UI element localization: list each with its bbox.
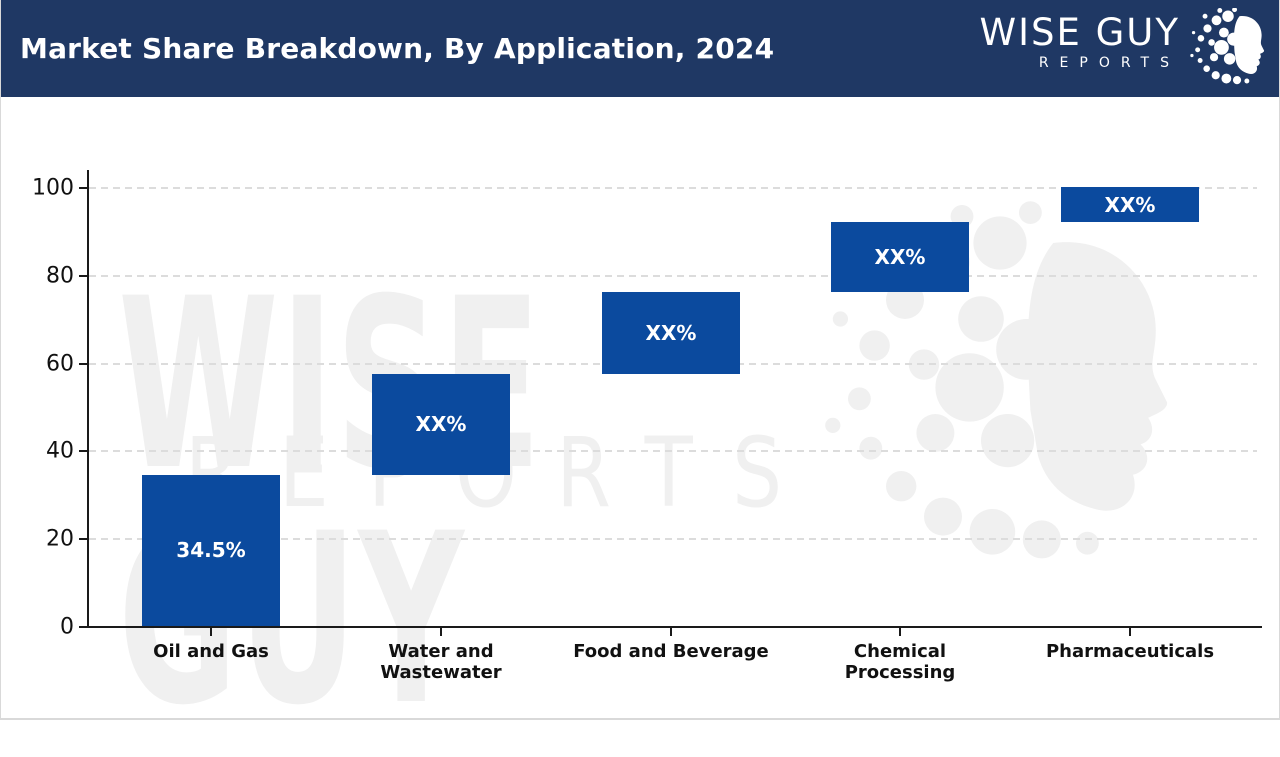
y-tick-20: [79, 538, 87, 541]
bar-value-label: 34.5%: [176, 538, 246, 563]
x-tick: [440, 628, 442, 636]
waterfall-chart: 0 20 40 60 80 100 34.5% Oil and Gas XX% Water and…: [32, 170, 1262, 683]
y-tick-0: [79, 626, 87, 628]
bar-food-and-beverage: XX%: [602, 292, 740, 374]
x-tick: [210, 628, 212, 636]
gridline-20: [89, 538, 1257, 541]
logo-wordmark: WISE GUY: [979, 11, 1180, 54]
y-tick-label-80: 80: [46, 263, 74, 289]
bar-value-label: XX%: [415, 412, 467, 437]
head-profile-dots-icon: [1190, 8, 1265, 85]
y-tick-label-0: 0: [60, 614, 74, 640]
category-label-water-and-wastewater: Water and Wastewater: [380, 641, 502, 683]
bar-oil-and-gas: 34.5%: [142, 474, 280, 626]
bar-value-label: XX%: [874, 245, 926, 270]
x-tick: [899, 628, 901, 636]
y-tick-label-20: 20: [46, 526, 74, 552]
category-label-pharmaceuticals: Pharmaceuticals: [1045, 641, 1215, 662]
bar-water-and-wastewater: XX%: [372, 373, 510, 475]
gridline-80: [89, 274, 1257, 277]
y-tick-80: [79, 274, 87, 277]
y-tick-60: [79, 362, 87, 365]
category-label-oil-and-gas: Oil and Gas: [153, 641, 269, 662]
x-tick: [670, 628, 672, 636]
wise-guy-logo: WISE GUY REPORTS: [979, 11, 1180, 71]
logo-subtitle: REPORTS: [1038, 54, 1180, 71]
category-label-food-and-beverage: Food and Beverage: [573, 641, 769, 662]
gridline-40: [89, 450, 1257, 453]
gridline-100: [89, 187, 1257, 189]
bar-pharmaceuticals: XX%: [1061, 187, 1199, 223]
bar-chemical-processing: XX%: [831, 222, 969, 293]
bar-value-label: XX%: [1104, 192, 1156, 217]
bar-value-label: XX%: [645, 320, 697, 345]
y-tick-40: [79, 450, 87, 453]
category-label-chemical-processing: Chemical Processing: [844, 641, 956, 683]
x-axis-line: [87, 626, 1262, 628]
header-bar: Market Share Breakdown, By Application, …: [0, 0, 1280, 97]
y-tick-label-60: 60: [46, 351, 74, 377]
y-tick-label-100: 100: [32, 175, 74, 201]
y-tick-label-40: 40: [46, 438, 74, 464]
y-tick-100: [79, 187, 87, 189]
chart-title: Market Share Breakdown, By Application, …: [20, 32, 775, 65]
y-axis-line: [87, 170, 89, 627]
x-tick: [1129, 628, 1131, 636]
